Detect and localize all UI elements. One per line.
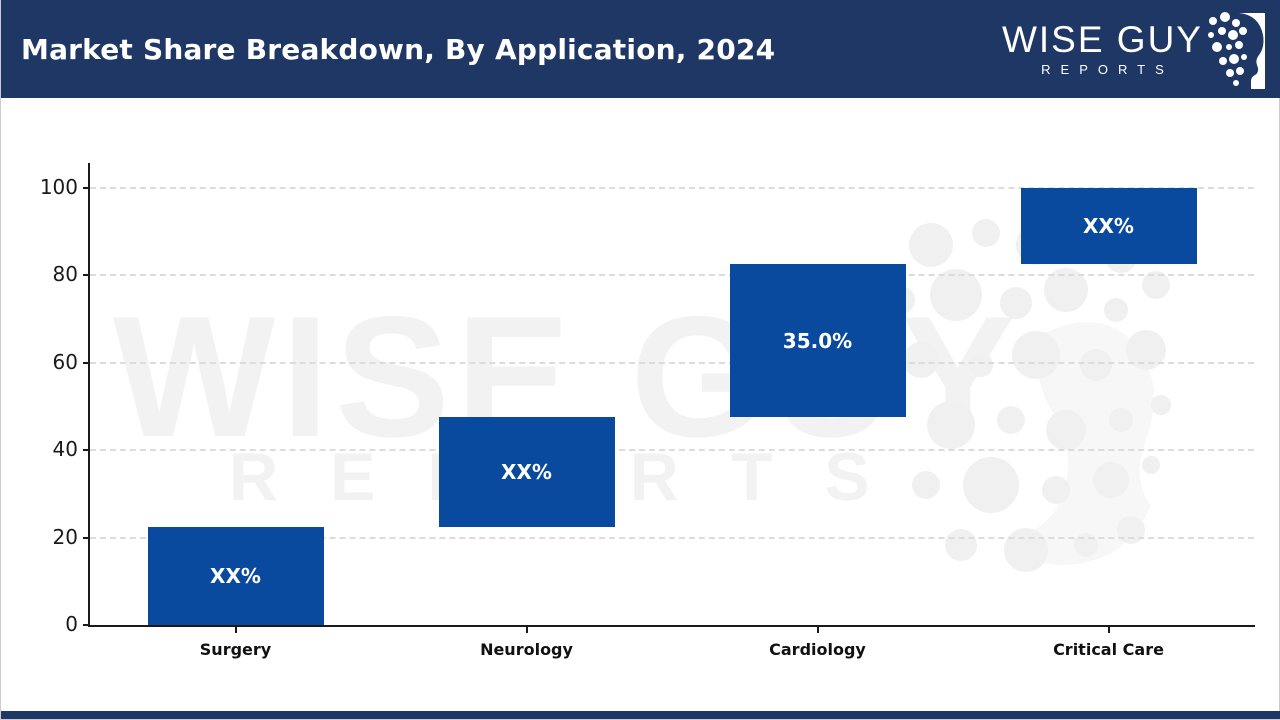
x-tick-mark-1	[525, 626, 528, 633]
bar-cardiology: 35.0%	[729, 264, 906, 418]
gridline-y-20	[90, 536, 1254, 539]
x-axis-spine	[88, 625, 1255, 627]
x-category-label: Surgery	[199, 640, 272, 659]
bar-surgery: XX%	[147, 526, 324, 625]
logo-wiseguy-label: WISE GUY	[1001, 19, 1203, 60]
y-tick-label-40: 40	[52, 437, 78, 461]
y-tick-label-20: 20	[52, 524, 78, 549]
y-tick-label-80: 80	[52, 262, 78, 286]
footer-bar	[1, 711, 1280, 719]
y-tick-mark-100	[83, 186, 90, 189]
y-tick-label-0: 0	[65, 612, 78, 636]
y-tick-label-60: 60	[52, 349, 78, 374]
gridline-y-100	[90, 186, 1254, 189]
logo-reports-label: REPORTS	[1041, 62, 1174, 77]
wise-guy-reports-logo: WISE GUY REPORTS	[1002, 9, 1280, 89]
bar-value-label: XX%	[1083, 213, 1134, 238]
bar-value-label: XX%	[210, 563, 261, 588]
chart-title: Market Share Breakdown, By Application, …	[21, 32, 776, 66]
gridline-y-80	[90, 274, 1254, 276]
y-tick-mark-0	[83, 624, 90, 626]
x-tick-mark-0	[234, 626, 237, 633]
y-axis-spine	[88, 163, 90, 627]
gridline-y-40	[90, 449, 1254, 451]
x-tick-mark-2	[816, 626, 819, 633]
y-tick-mark-40	[83, 449, 90, 451]
y-tick-mark-80	[83, 274, 90, 276]
gridline-y-60	[90, 361, 1254, 364]
y-tick-label-100: 100	[39, 174, 78, 199]
bar-neurology: XX%	[438, 417, 615, 527]
bar-value-label: 35.0%	[782, 328, 853, 353]
y-tick-mark-20	[83, 536, 90, 539]
x-category-label: Neurology	[480, 640, 573, 659]
bar-value-label: XX%	[501, 459, 552, 484]
logo-text: WISE GUY REPORTS	[1002, 21, 1203, 77]
logo-head-icon	[1208, 12, 1265, 89]
y-tick-mark-60	[83, 361, 90, 364]
x-category-label: Critical Care	[1053, 640, 1164, 659]
x-tick-mark-3	[1107, 626, 1110, 633]
x-category-label: Cardiology	[769, 640, 866, 659]
header-bar: Market Share Breakdown, By Application, …	[1, 0, 1280, 98]
bar-critical-care: XX%	[1020, 187, 1197, 265]
